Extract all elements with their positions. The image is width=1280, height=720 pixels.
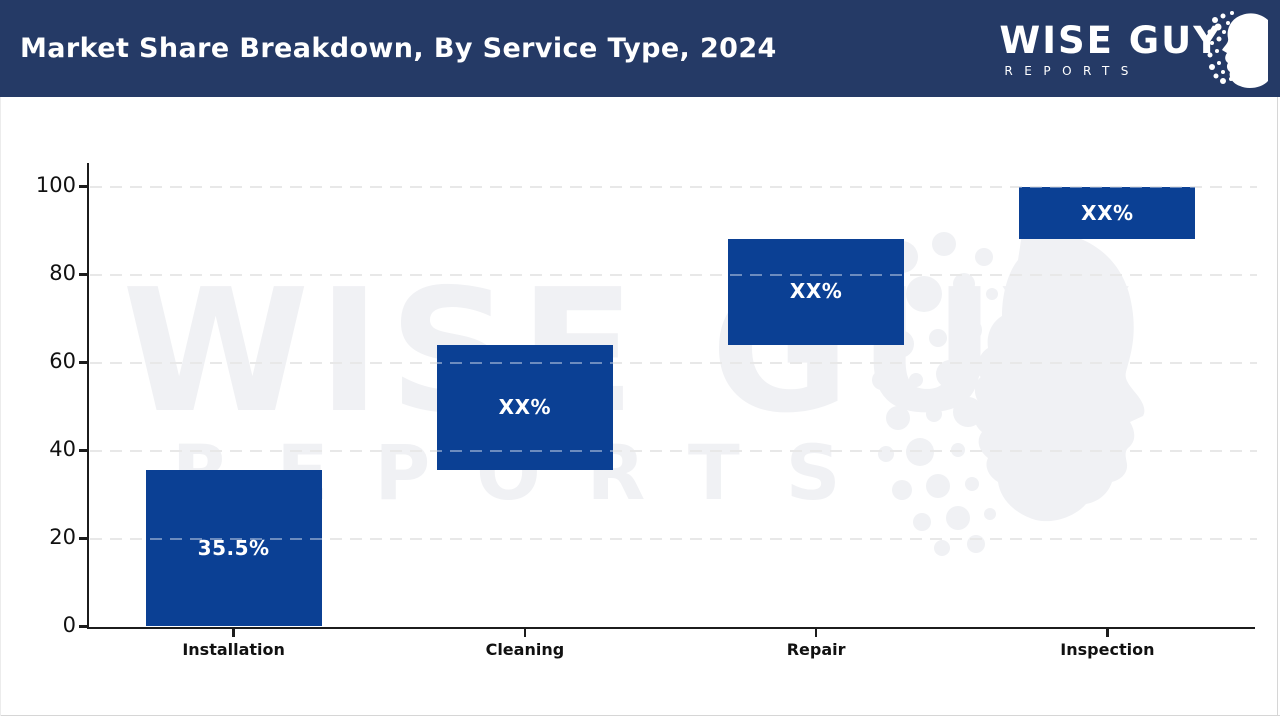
bar-cleaning xyxy=(436,344,613,471)
brand-face-icon xyxy=(1207,11,1268,89)
gridline xyxy=(90,273,1257,276)
logo-wordmark: WISE GUY xyxy=(999,19,1222,63)
brand-logo: WISE GUY REPORTS xyxy=(999,8,1268,92)
gridline-overlay xyxy=(90,273,1257,276)
y-tick-mark xyxy=(79,449,88,452)
page-title: Market Share Breakdown, By Service Type,… xyxy=(20,33,777,64)
y-tick-label: 40 xyxy=(49,436,76,461)
bar-value-label: XX% xyxy=(1081,200,1134,225)
x-tick-mark xyxy=(232,629,235,637)
gridline-overlay xyxy=(90,361,1257,364)
x-tick-label-installation: Installation xyxy=(182,640,285,659)
gridline-overlay xyxy=(90,537,1257,540)
brand-logo-text: WISE GUY REPORTS xyxy=(999,19,1222,78)
y-tick-label: 100 xyxy=(35,172,76,197)
header: Market Share Breakdown, By Service Type,… xyxy=(0,0,1280,97)
x-axis-spine xyxy=(86,626,1255,629)
x-tick-mark xyxy=(523,629,527,637)
gridline xyxy=(90,185,1257,188)
gridline xyxy=(90,537,1257,540)
page-left-border xyxy=(0,97,1,716)
y-tick-mark xyxy=(79,625,88,628)
y-tick-label: 60 xyxy=(49,348,76,373)
y-tick-mark xyxy=(79,185,88,188)
page-bottom-border xyxy=(0,715,1280,716)
y-tick-label: 20 xyxy=(49,524,76,549)
page-right-border xyxy=(1277,97,1278,716)
bar-value-label: 35.5% xyxy=(197,536,270,561)
x-tick-label-cleaning: Cleaning xyxy=(485,640,565,659)
x-tick-label-repair: Repair xyxy=(786,640,846,659)
y-tick-mark xyxy=(79,273,88,276)
bar-installation xyxy=(145,470,322,627)
gridline-overlay xyxy=(90,449,1257,452)
x-tick-mark xyxy=(1106,629,1109,637)
y-tick-label: 80 xyxy=(49,260,76,285)
y-axis-spine xyxy=(86,163,89,629)
chart-area: WISE GUY REPORTS 0 20 40 60 80 100 35.5 xyxy=(0,97,1280,720)
gridline xyxy=(90,449,1257,452)
bar-value-label: XX% xyxy=(498,394,552,419)
bar-inspection xyxy=(1019,186,1196,240)
y-tick-mark xyxy=(79,361,88,364)
gridline-overlay xyxy=(90,185,1257,188)
y-tick-mark xyxy=(79,537,88,540)
logo-subtitle: REPORTS xyxy=(1004,63,1140,78)
x-tick-label-inspection: Inspection xyxy=(1060,640,1155,659)
x-tick-mark xyxy=(814,629,818,637)
gridline xyxy=(90,361,1257,364)
bar-value-label: XX% xyxy=(789,279,843,304)
y-tick-label: 0 xyxy=(62,612,76,637)
bar-repair xyxy=(728,239,905,345)
